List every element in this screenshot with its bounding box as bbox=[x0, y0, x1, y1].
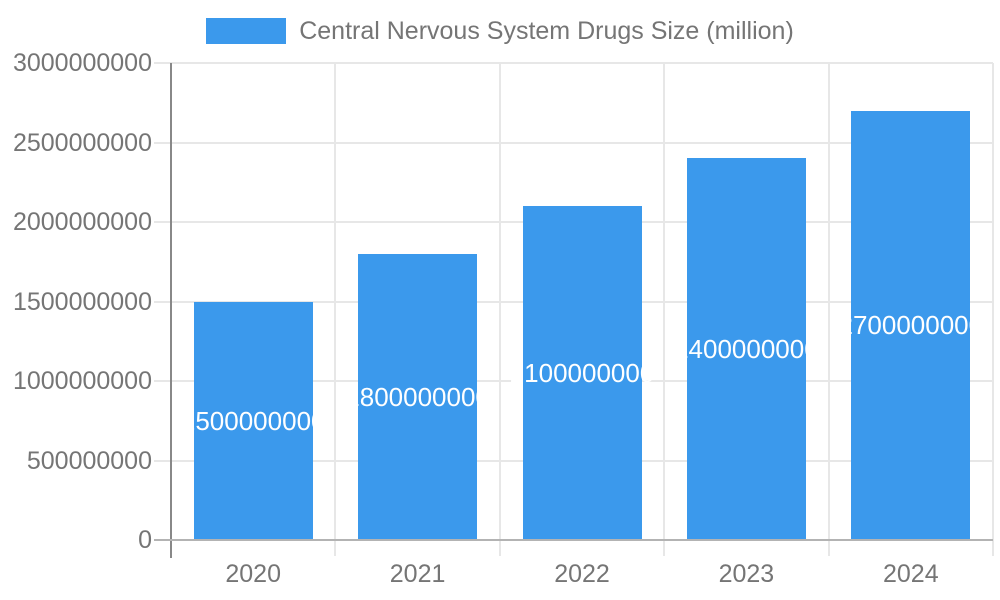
bar-2022[interactable] bbox=[522, 206, 642, 540]
x-tick-label: 2024 bbox=[882, 560, 939, 588]
x-axis-line bbox=[154, 539, 993, 541]
y-gridline bbox=[154, 62, 993, 64]
bar-2021[interactable] bbox=[358, 253, 478, 540]
y-gridline bbox=[154, 141, 993, 144]
x-tick-label: 2023 bbox=[718, 560, 775, 588]
y-tick-label: 2500000000 bbox=[12, 128, 152, 157]
bar-2024[interactable] bbox=[851, 110, 971, 540]
bar-2020[interactable] bbox=[193, 301, 313, 540]
bar-value-label: 1800000000 bbox=[345, 381, 490, 412]
x-gridline bbox=[663, 63, 666, 556]
y-tick-label: 500000000 bbox=[26, 446, 152, 475]
x-tick-label: 2022 bbox=[554, 560, 610, 588]
x-tick-label: 2021 bbox=[389, 560, 446, 588]
bar-2023[interactable] bbox=[686, 158, 806, 540]
x-gridline bbox=[992, 63, 994, 556]
x-gridline bbox=[827, 63, 830, 556]
y-tick-label: 1000000000 bbox=[12, 367, 152, 395]
bar-value-label: 1500000000 bbox=[180, 405, 326, 436]
x-tick-label: 2020 bbox=[225, 560, 281, 588]
y-tick-label: 3000000000 bbox=[12, 49, 152, 77]
y-tick-label: 2000000000 bbox=[12, 208, 152, 236]
y-tick-label: 1500000000 bbox=[12, 287, 152, 316]
x-gridline bbox=[498, 63, 501, 556]
y-axis-line bbox=[170, 63, 172, 558]
y-tick-label: 0 bbox=[138, 526, 152, 554]
bar-value-label: 2100000000 bbox=[509, 358, 655, 389]
bar-value-label: 2400000000 bbox=[674, 334, 819, 365]
chart-legend[interactable]: Central Nervous System Drugs Size (milli… bbox=[0, 17, 1000, 45]
x-gridline bbox=[334, 63, 337, 556]
legend-series-label[interactable]: Central Nervous System Drugs Size (milli… bbox=[299, 17, 794, 45]
bar-value-label: 2700000000 bbox=[838, 310, 984, 341]
legend-swatch-icon[interactable] bbox=[206, 18, 287, 44]
